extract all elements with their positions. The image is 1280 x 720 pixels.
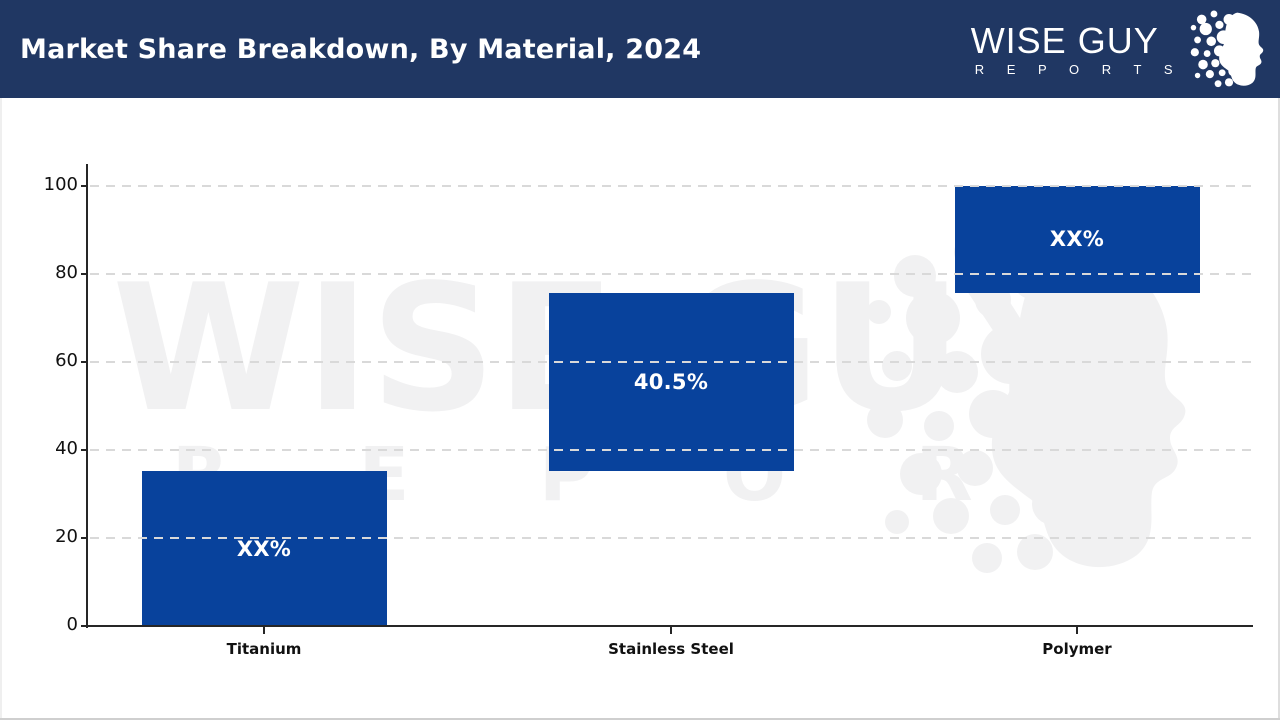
y-axis-tickmark (81, 361, 88, 363)
gridline (90, 273, 1253, 275)
x-axis-tickmark (263, 627, 265, 634)
x-axis-tickmark (1076, 627, 1078, 634)
y-axis-line (86, 164, 88, 628)
x-axis-category-label: Polymer (1042, 640, 1112, 658)
y-axis-tick-label: 0 (66, 614, 78, 635)
brand-subtitle: R E P O R T S (974, 61, 1182, 77)
bar-polymer: XX% (954, 186, 1200, 293)
brand-logo-text: WISE GUY R E P O R T S (970, 19, 1182, 77)
y-axis-tick-label: 60 (55, 350, 78, 371)
y-axis-tick-label: 80 (55, 262, 78, 283)
y-axis-tick-label: 40 (55, 438, 78, 459)
y-axis-tick-label: 20 (55, 526, 78, 547)
y-axis-tickmark (81, 273, 88, 275)
x-axis-category-label: Stainless Steel (608, 640, 734, 658)
header-bar: Market Share Breakdown, By Material, 202… (0, 0, 1280, 98)
gridline (90, 537, 1253, 539)
bar-value-label: 40.5% (633, 370, 709, 394)
y-axis-tickmark (81, 625, 88, 627)
y-axis-tickmark (81, 537, 88, 539)
y-axis-tick-label: 100 (43, 174, 78, 195)
brand-name: WISE GUY (970, 19, 1159, 61)
gridline (90, 449, 1253, 451)
x-axis-category-label: Titanium (226, 640, 302, 658)
bar-titanium: XX% (141, 471, 387, 626)
dotted-head-icon (1190, 10, 1264, 87)
gridline (90, 361, 1253, 363)
x-axis-line (86, 625, 1253, 627)
y-axis-tickmark (81, 185, 88, 187)
gridline (90, 185, 1253, 187)
bar-value-label: XX% (1049, 227, 1105, 252)
x-axis-tickmark (670, 627, 672, 634)
bar-value-label: XX% (236, 536, 292, 561)
brand-logo: WISE GUY R E P O R T S (971, 0, 1270, 98)
bar-stainless-steel: 40.5% (548, 292, 794, 472)
y-axis-tickmark (81, 449, 88, 451)
page-title: Market Share Breakdown, By Material, 202… (20, 33, 702, 65)
